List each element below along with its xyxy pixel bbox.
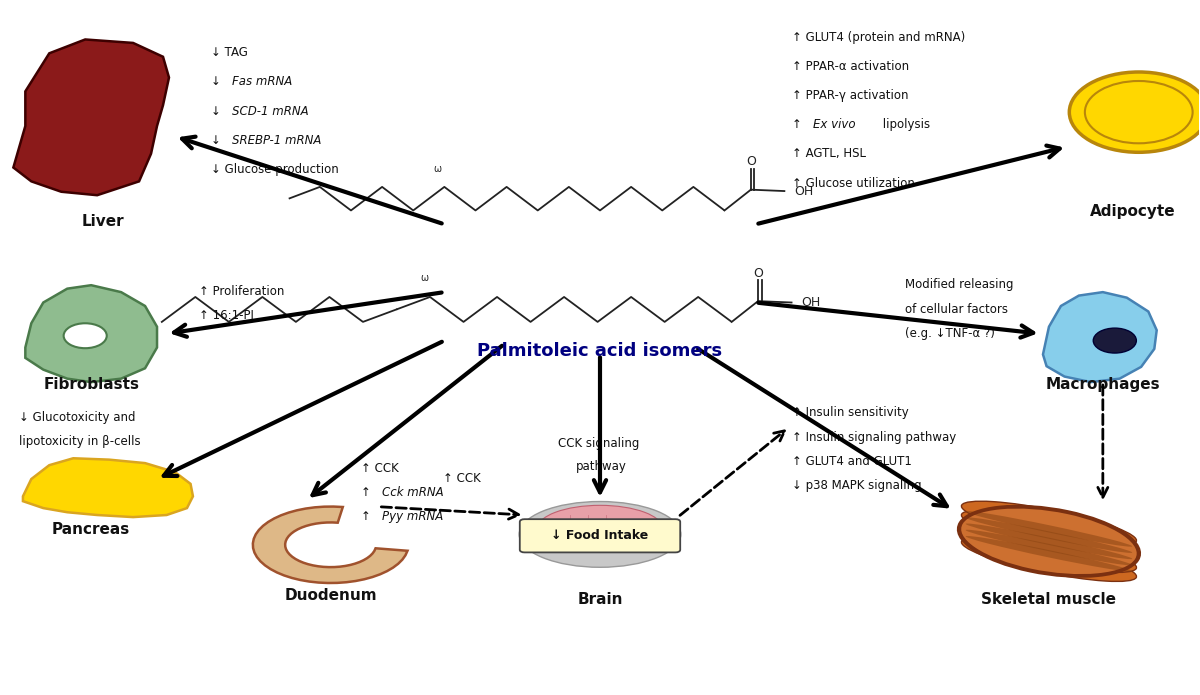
Text: ↑ Insulin sensitivity: ↑ Insulin sensitivity xyxy=(792,407,908,419)
Text: ↓ Glucose production: ↓ Glucose production xyxy=(211,163,338,176)
Text: Fibroblasts: Fibroblasts xyxy=(43,377,139,392)
Text: Fas mRNA: Fas mRNA xyxy=(233,76,293,88)
Circle shape xyxy=(1069,72,1200,152)
Ellipse shape xyxy=(961,528,1136,573)
Polygon shape xyxy=(23,458,193,517)
Text: (e.g. ↓TNF-α ?): (e.g. ↓TNF-α ?) xyxy=(905,327,995,340)
Text: CCK signaling: CCK signaling xyxy=(558,437,640,450)
Text: OH: OH xyxy=(802,296,821,309)
Ellipse shape xyxy=(961,510,1136,555)
Text: O: O xyxy=(746,156,756,168)
Ellipse shape xyxy=(961,537,1136,582)
Text: ↑ GLUT4 and GLUT1: ↑ GLUT4 and GLUT1 xyxy=(792,455,912,468)
Text: Duodenum: Duodenum xyxy=(284,588,377,603)
Ellipse shape xyxy=(538,505,662,553)
Text: Skeletal muscle: Skeletal muscle xyxy=(982,591,1116,607)
Text: ↑ PPAR-γ activation: ↑ PPAR-γ activation xyxy=(792,89,908,102)
Text: ↑: ↑ xyxy=(360,510,374,523)
Text: Macrophages: Macrophages xyxy=(1045,377,1160,392)
Text: ↑ Insulin signaling pathway: ↑ Insulin signaling pathway xyxy=(792,431,956,443)
Text: Cck mRNA: Cck mRNA xyxy=(382,486,444,499)
Text: Modified releasing: Modified releasing xyxy=(905,278,1014,291)
Ellipse shape xyxy=(966,511,1133,547)
Text: Palmitoleic acid isomers: Palmitoleic acid isomers xyxy=(478,342,722,360)
Text: ↑ PPAR-α activation: ↑ PPAR-α activation xyxy=(792,60,908,73)
Text: ω: ω xyxy=(433,164,442,174)
Ellipse shape xyxy=(966,523,1133,559)
Text: ω: ω xyxy=(420,273,428,283)
Text: lipotoxicity in β-cells: lipotoxicity in β-cells xyxy=(19,435,140,448)
Circle shape xyxy=(1085,81,1193,143)
Text: ↓ Glucotoxicity and: ↓ Glucotoxicity and xyxy=(19,411,136,424)
Text: of cellular factors: of cellular factors xyxy=(905,302,1008,316)
Text: pathway: pathway xyxy=(576,460,626,473)
Polygon shape xyxy=(25,285,157,382)
Text: Adipocyte: Adipocyte xyxy=(1090,204,1176,219)
Ellipse shape xyxy=(961,501,1136,546)
Text: SREBP-1 mRNA: SREBP-1 mRNA xyxy=(233,133,322,147)
Ellipse shape xyxy=(966,530,1133,565)
Text: Ex vivo: Ex vivo xyxy=(814,118,856,131)
Circle shape xyxy=(1093,328,1136,353)
Text: ↑: ↑ xyxy=(360,486,374,499)
Text: OH: OH xyxy=(794,185,814,197)
Text: ↑ CCK: ↑ CCK xyxy=(444,472,481,485)
Text: ↑ GLUT4 (protein and mRNA): ↑ GLUT4 (protein and mRNA) xyxy=(792,31,965,44)
Text: ↑ Glucose utilization: ↑ Glucose utilization xyxy=(792,177,914,190)
Ellipse shape xyxy=(520,502,680,567)
Text: O: O xyxy=(754,267,763,280)
Polygon shape xyxy=(13,40,169,195)
Text: ↓: ↓ xyxy=(211,133,224,147)
Polygon shape xyxy=(253,507,408,583)
Text: ↓ Food Intake: ↓ Food Intake xyxy=(551,529,649,541)
Circle shape xyxy=(64,323,107,348)
Text: ↓ p38 MAPK signaling: ↓ p38 MAPK signaling xyxy=(792,479,922,492)
Text: ↑ CCK: ↑ CCK xyxy=(360,461,398,475)
Text: SCD-1 mRNA: SCD-1 mRNA xyxy=(233,104,310,117)
Text: ↑ AGTL, HSL: ↑ AGTL, HSL xyxy=(792,147,865,161)
Polygon shape xyxy=(1043,292,1157,382)
Ellipse shape xyxy=(961,519,1136,564)
Ellipse shape xyxy=(960,507,1138,575)
Text: Brain: Brain xyxy=(577,591,623,607)
Text: ↑: ↑ xyxy=(792,118,805,131)
Text: ↑ Proliferation: ↑ Proliferation xyxy=(199,285,284,298)
Text: Pancreas: Pancreas xyxy=(52,523,131,537)
Ellipse shape xyxy=(966,517,1133,553)
FancyBboxPatch shape xyxy=(520,519,680,553)
Text: ↑ 16:1-PI: ↑ 16:1-PI xyxy=(199,309,254,322)
Text: ↓ TAG: ↓ TAG xyxy=(211,47,247,59)
Text: ↓: ↓ xyxy=(211,104,224,117)
Ellipse shape xyxy=(966,536,1133,571)
Text: lipolysis: lipolysis xyxy=(878,118,930,131)
Text: Pyy mRNA: Pyy mRNA xyxy=(382,510,443,523)
Text: ↓: ↓ xyxy=(211,76,224,88)
Text: Liver: Liver xyxy=(82,214,125,229)
